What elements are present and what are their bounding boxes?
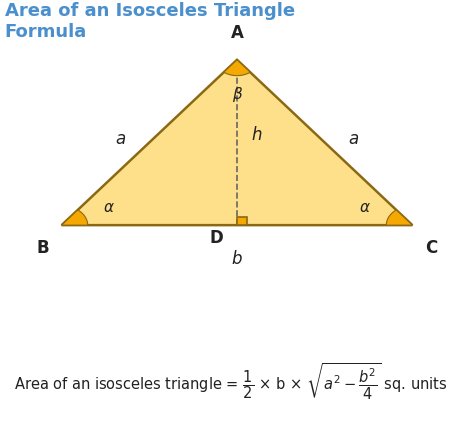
Text: α: α xyxy=(360,200,370,215)
Text: a: a xyxy=(348,130,359,148)
Polygon shape xyxy=(386,210,412,225)
Text: C: C xyxy=(425,239,438,257)
Text: α: α xyxy=(104,200,114,215)
Text: β: β xyxy=(232,88,242,103)
Text: Formula: Formula xyxy=(5,23,87,41)
Polygon shape xyxy=(62,60,412,225)
Bar xyxy=(237,218,247,225)
Polygon shape xyxy=(62,210,88,225)
Text: b: b xyxy=(232,250,242,268)
Text: h: h xyxy=(251,127,262,145)
Polygon shape xyxy=(224,60,250,76)
Text: A: A xyxy=(230,24,244,42)
Text: B: B xyxy=(36,239,49,257)
Text: a: a xyxy=(115,130,126,148)
Text: Area of an isosceles triangle = $\dfrac{1}{2}$ $\times$ b $\times$ $\sqrt{a^2 - : Area of an isosceles triangle = $\dfrac{… xyxy=(14,362,447,402)
Text: Area of an Isosceles Triangle: Area of an Isosceles Triangle xyxy=(5,2,295,20)
Text: D: D xyxy=(209,229,223,247)
